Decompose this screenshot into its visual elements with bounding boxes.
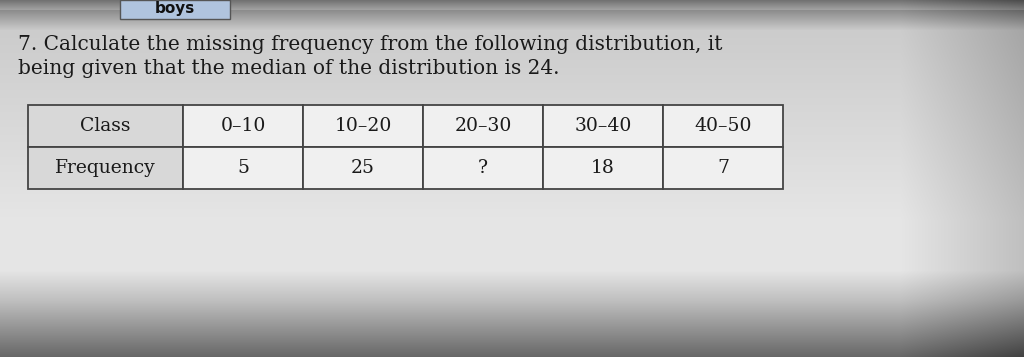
Text: ?: ? (478, 159, 488, 177)
Bar (663, 147, 783, 189)
Bar (303, 105, 423, 147)
Text: 10–20: 10–20 (334, 117, 392, 135)
Text: being given that the median of the distribution is 24.: being given that the median of the distr… (18, 59, 559, 78)
Text: boys: boys (155, 1, 196, 16)
Text: 7: 7 (717, 159, 729, 177)
Text: Frequency: Frequency (55, 159, 156, 177)
Bar (120, 0, 230, 19)
Text: 18: 18 (591, 159, 615, 177)
Text: 25: 25 (351, 159, 375, 177)
Bar (423, 105, 543, 147)
Bar (303, 147, 423, 189)
Bar (183, 105, 303, 147)
Bar (28, 105, 183, 147)
Bar (663, 105, 783, 147)
Text: Class: Class (80, 117, 131, 135)
Bar (543, 105, 663, 147)
Text: 40–50: 40–50 (694, 117, 752, 135)
Bar (423, 147, 543, 189)
Text: 0–10: 0–10 (220, 117, 265, 135)
Bar (543, 147, 663, 189)
Text: 7. Calculate the missing frequency from the following distribution, it: 7. Calculate the missing frequency from … (18, 35, 723, 54)
Bar (183, 147, 303, 189)
Bar (28, 147, 183, 189)
Text: 5: 5 (237, 159, 249, 177)
Text: 20–30: 20–30 (455, 117, 512, 135)
Text: 30–40: 30–40 (574, 117, 632, 135)
